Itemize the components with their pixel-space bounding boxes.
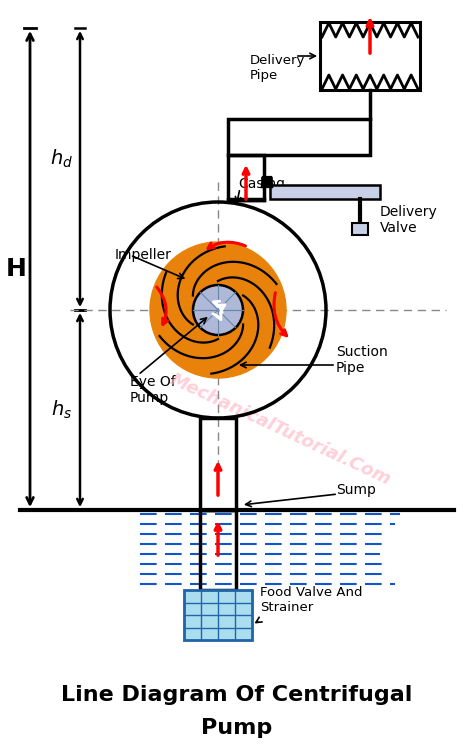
Text: Delivery
Valve: Delivery Valve <box>380 205 438 235</box>
Text: Food Valve And
Strainer: Food Valve And Strainer <box>260 586 363 614</box>
Bar <box>352 223 368 235</box>
Text: Line Diagram Of Centrifugal: Line Diagram Of Centrifugal <box>61 685 413 705</box>
Bar <box>228 199 264 200</box>
Circle shape <box>150 242 286 378</box>
Bar <box>200 510 236 590</box>
Text: $h_s$: $h_s$ <box>51 399 73 421</box>
Text: Delivery
Pipe: Delivery Pipe <box>250 54 305 82</box>
Bar <box>270 185 380 199</box>
Text: $h_d$: $h_d$ <box>50 148 73 170</box>
Bar <box>200 418 236 510</box>
Circle shape <box>193 285 243 335</box>
Text: H: H <box>6 257 27 281</box>
Text: Impeller: Impeller <box>115 248 172 262</box>
Text: Suction
Pipe: Suction Pipe <box>336 345 388 375</box>
Bar <box>228 155 264 200</box>
Text: Casing: Casing <box>238 177 285 191</box>
Text: MechanicalTutorial.Com: MechanicalTutorial.Com <box>166 370 393 489</box>
Bar <box>320 22 420 90</box>
Text: Eye Of
Pump: Eye Of Pump <box>130 375 176 405</box>
Text: Sump: Sump <box>336 483 376 497</box>
Bar <box>184 590 252 640</box>
Bar <box>228 119 370 155</box>
Text: Pump: Pump <box>201 718 273 738</box>
